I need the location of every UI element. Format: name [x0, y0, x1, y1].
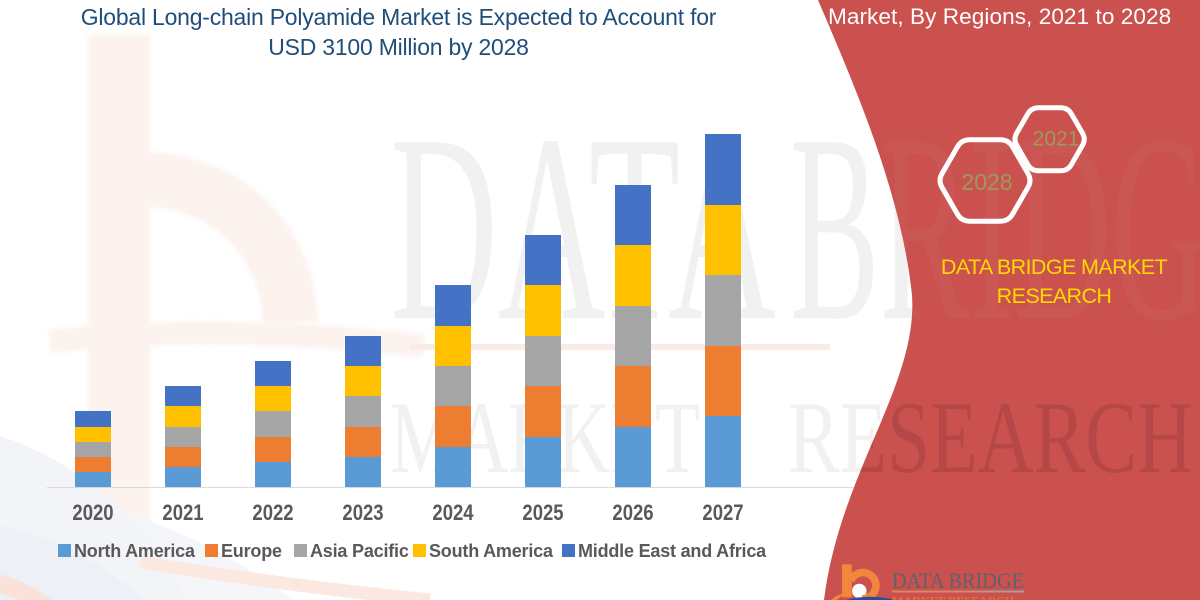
svg-text:DATA: DATA: [390, 79, 776, 376]
svg-text:2021: 2021: [1033, 128, 1080, 151]
svg-text:2028: 2028: [961, 169, 1012, 195]
svg-text:MARKET RESEARCH: MARKET RESEARCH: [892, 594, 1014, 600]
svg-text:BRIDGE: BRIDGE: [790, 79, 1200, 376]
svg-text:RESEARCH: RESEARCH: [788, 381, 1193, 495]
svg-text:DATA BRIDGE: DATA BRIDGE: [892, 568, 1024, 593]
